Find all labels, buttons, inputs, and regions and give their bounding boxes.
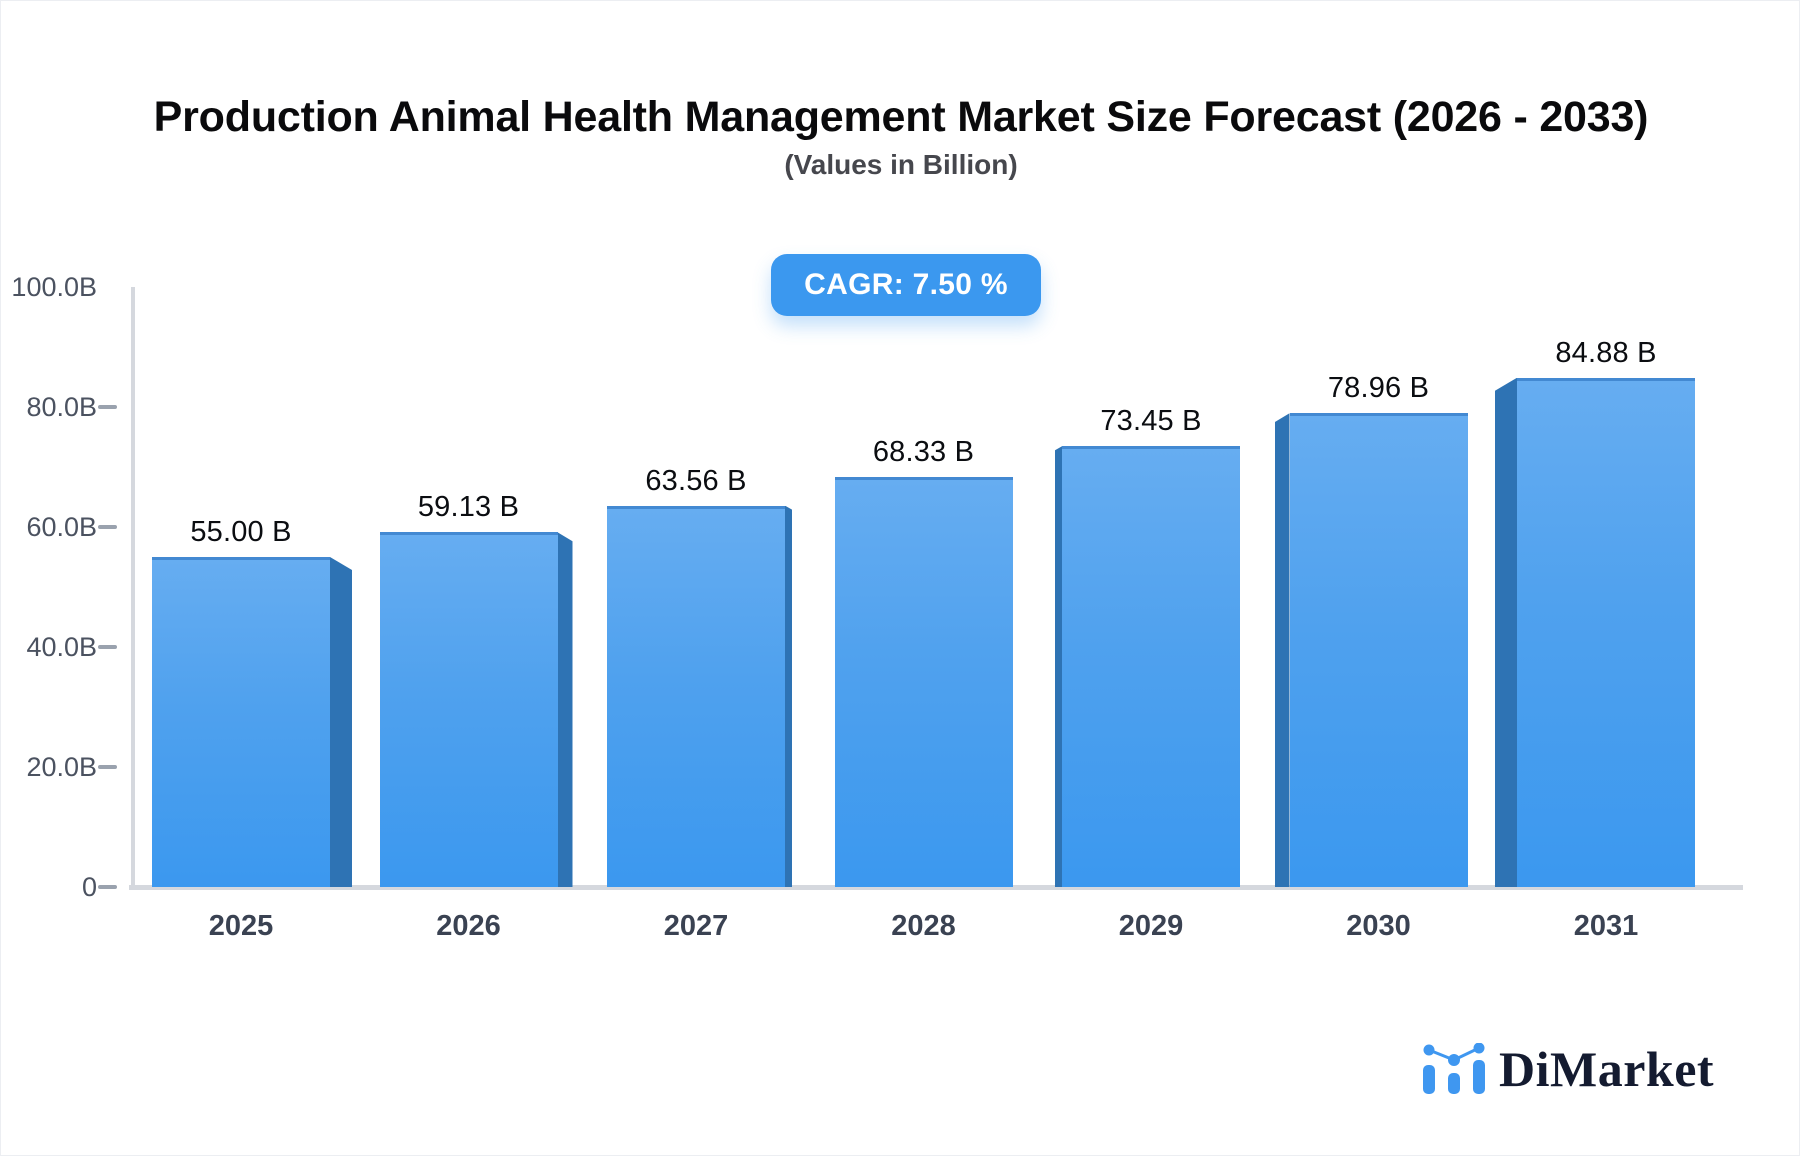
- x-axis-label-2025: 2025: [208, 910, 274, 942]
- y-axis-tick-dash: [98, 765, 117, 769]
- bar-value-label: 63.56 B: [645, 464, 747, 497]
- x-axis-label-2028: 2028: [891, 910, 956, 942]
- x-axis-label-2031: 2031: [1573, 910, 1639, 942]
- bar-side-panel: [785, 505, 792, 887]
- bar-side-panel: [330, 557, 352, 887]
- bar-face: [834, 477, 1013, 887]
- y-axis-tick-dash: [98, 525, 117, 529]
- chart-subtitle: (Values in Billion): [784, 149, 1018, 180]
- bar-side-panel: [1055, 446, 1062, 887]
- x-axis-label-2027: 2027: [663, 910, 729, 942]
- y-axis-tick-label: 60.0B: [26, 512, 97, 542]
- bar-value-label: 55.00 B: [190, 516, 292, 548]
- bar-2025: [152, 557, 352, 887]
- y-axis-tick-dash: [98, 405, 117, 409]
- bar-side-panel: [1274, 413, 1290, 887]
- y-axis-tick-label: 40.0B: [26, 632, 97, 662]
- bar-face: [1517, 377, 1695, 887]
- y-axis-tick-label: 80.0B: [26, 392, 97, 422]
- logo-text: DiMarket: [1499, 1041, 1715, 1097]
- bar-face: [1289, 413, 1468, 887]
- x-axis-baseline: [129, 885, 1743, 890]
- cagr-badge-label: CAGR: 7.50 %: [804, 268, 1008, 301]
- bar-face: [607, 505, 785, 887]
- bar-2031: [1495, 377, 1695, 887]
- chart-title: Production Animal Health Management Mark…: [153, 93, 1649, 141]
- x-axis-label-2026: 2026: [436, 910, 501, 942]
- y-axis-tick-label: 0: [81, 872, 97, 902]
- bar-side-panel: [1495, 377, 1517, 887]
- y-axis-tick-dash: [98, 885, 117, 889]
- y-axis-tick-label: 100.0B: [11, 272, 97, 302]
- x-axis-label-2030: 2030: [1346, 910, 1411, 942]
- bar-2030: [1274, 413, 1468, 887]
- bar-chart-logo-icon: [1423, 1043, 1485, 1094]
- bar-face: [379, 532, 558, 887]
- y-axis-line: [131, 287, 135, 887]
- y-axis-tick-label: 20.0B: [26, 752, 97, 782]
- bar-value-label: 68.33 B: [872, 436, 975, 469]
- bar-side-panel: [557, 532, 573, 887]
- bar-value-label: 73.45 B: [1100, 405, 1202, 438]
- bar-value-label: 84.88 B: [1555, 336, 1657, 369]
- bar-value-label: 59.13 B: [417, 491, 520, 524]
- bar-value-label: 78.96 B: [1327, 372, 1430, 405]
- bar-2027: [607, 505, 792, 887]
- x-axis-label-2029: 2029: [1118, 910, 1184, 942]
- bar-face: [1062, 446, 1240, 887]
- y-axis-tick-dash: [98, 645, 117, 649]
- bar-2029: [1055, 446, 1240, 887]
- bar-2028: [834, 477, 1013, 887]
- bar-2026: [379, 532, 573, 887]
- dimarket-logo: DiMarket: [1421, 1039, 1714, 1099]
- bar-face: [152, 557, 330, 887]
- cagr-badge: CAGR: 7.50 %: [771, 254, 1041, 316]
